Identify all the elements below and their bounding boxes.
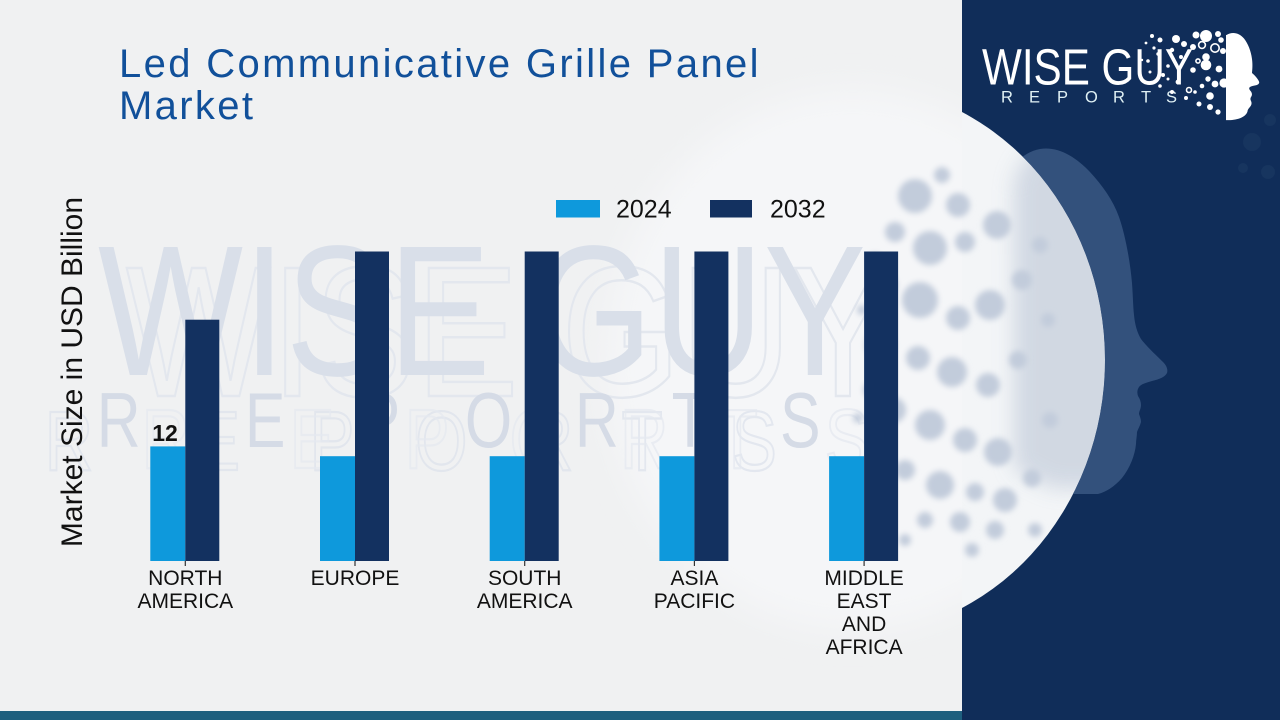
svg-text:2024: 2024 [616, 196, 672, 224]
svg-text:SOUTH: SOUTH [488, 567, 562, 590]
svg-text:AFRICA: AFRICA [826, 636, 903, 659]
svg-text:AMERICA: AMERICA [477, 590, 573, 613]
svg-text:Led Communicative Grille Panel: Led Communicative Grille Panel [119, 42, 761, 86]
svg-text:WISE GUY: WISE GUY [982, 39, 1193, 96]
svg-text:ASIA: ASIA [670, 567, 718, 590]
svg-text:EUROPE: EUROPE [311, 567, 400, 590]
svg-text:MIDDLE: MIDDLE [824, 567, 903, 590]
svg-text:AND: AND [842, 613, 886, 636]
svg-text:Market Size in USD Billion: Market Size in USD Billion [56, 197, 89, 547]
svg-text:EAST: EAST [837, 590, 892, 613]
svg-text:AMERICA: AMERICA [137, 590, 233, 613]
svg-text:Market: Market [119, 84, 255, 128]
svg-text:WISE GUY: WISE GUY [98, 208, 866, 415]
svg-text:WISE GUY: WISE GUY [126, 229, 894, 436]
svg-text:12: 12 [152, 420, 178, 446]
svg-text:PACIFIC: PACIFIC [654, 590, 735, 613]
svg-text:2032: 2032 [770, 196, 826, 224]
svg-text:NORTH: NORTH [148, 567, 222, 590]
